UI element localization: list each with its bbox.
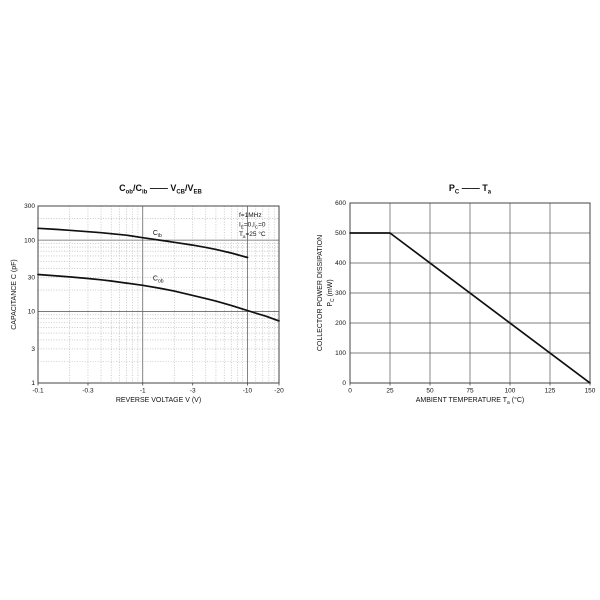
y-axis-title: CAPACITANCE C (pF) [11, 259, 18, 330]
plot-frame [37, 205, 280, 384]
y-tick-label: 600 [335, 200, 346, 207]
condition-line: f=1MHz [239, 212, 262, 219]
x-tick-label: -10 [243, 388, 253, 395]
x-tick-label: 100 [505, 388, 516, 395]
y-tick-label: 300 [335, 290, 346, 297]
x-tick-label: 25 [386, 388, 394, 395]
x-tick-label: 150 [585, 388, 596, 395]
x-tick-label: 50 [426, 388, 434, 395]
capacitance-chart: Cib Cob -0.1 -0.3 -1 -3 -10 -20 300 100 30 10 3 1 REVE… [11, 183, 284, 404]
x-tick-label: -1 [140, 388, 146, 395]
x-tick-label: -20 [274, 388, 284, 395]
x-axis-title: AMBIENT TEMPERATURE Ta (°C) [416, 396, 525, 406]
y-tick-label: 400 [335, 260, 346, 267]
x-tick-label: 75 [466, 388, 474, 395]
condition-line: IE=0,IC=0 [239, 222, 266, 230]
curve-label-Cob: Cob [153, 276, 164, 285]
x-tick-label: 0 [348, 388, 352, 395]
power-dissipation-chart: 0 25 50 75 100 125 150 0 100 200 300 400 500 600 AMBIE… [317, 183, 596, 406]
chart-title: Cob/Cib —— VCB/VEB [119, 183, 202, 196]
y-tick-label: 0 [342, 380, 346, 387]
y-tick-label: 30 [28, 275, 36, 282]
chart-title: PC —— Ta [449, 183, 492, 196]
x-tick-label: 125 [545, 388, 556, 395]
y-tick-label: 500 [335, 230, 346, 237]
curve-Cob [37, 273, 280, 322]
y-tick-label: 10 [28, 309, 36, 316]
x-tick-label: -0.3 [82, 388, 94, 395]
y-tick-label: 100 [335, 350, 346, 357]
y-tick-label: 300 [24, 203, 35, 210]
curve-Cib [37, 227, 249, 259]
y-axis-title-line1: COLLECTOR POWER DISSIPATION [317, 235, 324, 351]
grid [350, 203, 590, 383]
x-tick-label: -0.1 [32, 388, 44, 395]
x-tick-label: -3 [190, 388, 196, 395]
y-tick-label: 200 [335, 320, 346, 327]
y-tick-label: 1 [31, 380, 35, 387]
condition-line: Ta=25 °C [239, 230, 266, 239]
curve-label-Cib: Cib [153, 230, 162, 239]
x-axis-title: REVERSE VOLTAGE V (V) [116, 397, 201, 404]
y-tick-label: 3 [31, 346, 35, 353]
y-tick-label: 100 [24, 237, 35, 244]
curve-Pc [349, 232, 591, 384]
y-axis-title-line2: PC (mW) [327, 279, 336, 306]
